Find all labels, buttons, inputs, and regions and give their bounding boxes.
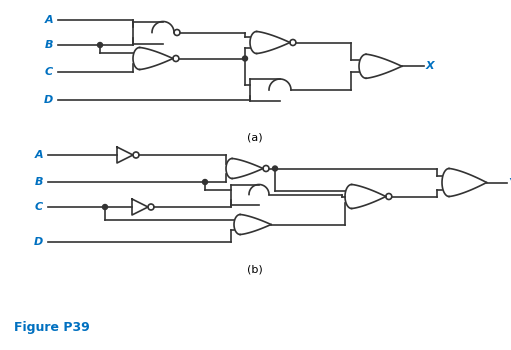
Text: Y: Y [508, 177, 511, 188]
Text: C: C [45, 67, 53, 77]
Text: A: A [34, 150, 43, 160]
Circle shape [272, 166, 277, 171]
Text: X: X [426, 61, 434, 71]
Circle shape [98, 42, 103, 48]
Text: B: B [35, 177, 43, 187]
Text: C: C [35, 202, 43, 212]
Text: B: B [44, 40, 53, 50]
Text: (a): (a) [247, 133, 263, 143]
Text: (b): (b) [247, 265, 263, 275]
Text: A: A [44, 15, 53, 25]
Circle shape [202, 180, 207, 184]
Text: D: D [44, 95, 53, 105]
Text: D: D [34, 237, 43, 247]
Circle shape [103, 204, 107, 210]
Circle shape [243, 56, 247, 61]
Text: Figure P39: Figure P39 [14, 322, 90, 335]
